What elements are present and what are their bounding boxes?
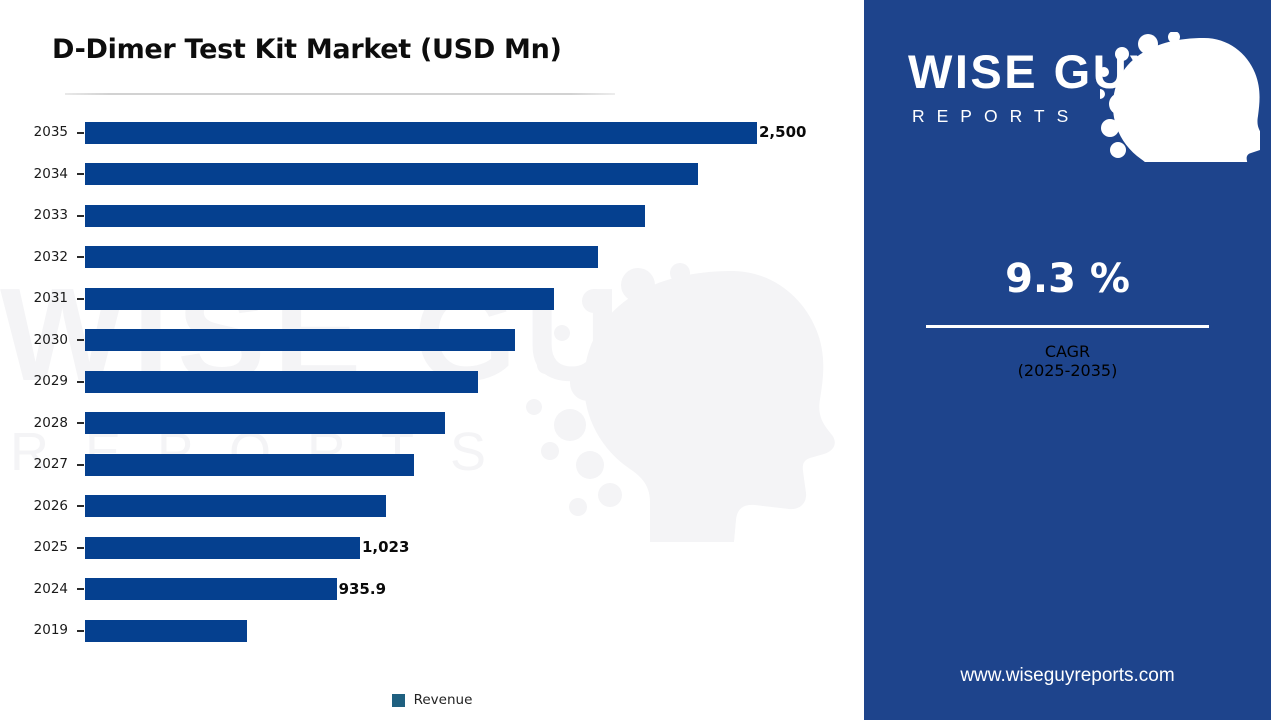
y-axis-tick-mark	[77, 380, 84, 383]
y-axis-tick-label: 2027	[33, 456, 68, 472]
legend-label-revenue: Revenue	[413, 692, 473, 708]
logo-text-reports: REPORTS	[912, 106, 1081, 126]
cagr-block: 9.3 % CAGR (2025-2035)	[864, 255, 1271, 380]
bar-2030[interactable]	[85, 329, 516, 352]
chart-legend: Revenue	[0, 692, 864, 708]
y-axis-tick-label: 2025	[33, 539, 68, 555]
bar-2019[interactable]	[85, 619, 248, 642]
bar-row: 2024 935.9	[0, 569, 864, 611]
bar-row: 2027	[0, 444, 864, 486]
y-axis-tick-mark	[77, 505, 84, 508]
bar-value-label: 1,023	[361, 538, 410, 557]
y-axis-tick-label: 2019	[33, 622, 68, 638]
cagr-label-line2: (2025-2035)	[1017, 360, 1118, 380]
website-url: www.wiseguyreports.com	[960, 665, 1175, 686]
cagr-label-line1: CAGR	[1044, 341, 1091, 361]
bar-2033[interactable]	[85, 204, 646, 227]
y-axis-tick-mark	[77, 256, 84, 259]
bar-row: 2026	[0, 486, 864, 528]
y-axis-tick-mark	[77, 463, 84, 466]
bar-row: 2033	[0, 195, 864, 237]
y-axis-tick-mark	[77, 214, 84, 217]
y-axis-tick-label: 2024	[33, 580, 68, 597]
bar-row: 2029	[0, 361, 864, 403]
bar-2027[interactable]	[85, 453, 414, 476]
bar-row: 2019	[0, 610, 864, 652]
bar-2035[interactable]	[85, 121, 757, 144]
bar-2034[interactable]	[85, 163, 699, 186]
chart-panel: WISE GUY REPORTS D-Dimer Test Kit Market…	[0, 34, 864, 708]
bar-row: 2025 1,023	[0, 527, 864, 569]
cagr-divider	[926, 325, 1209, 328]
bar-row: 2031	[0, 278, 864, 320]
y-axis-tick-label: 2035	[33, 124, 68, 140]
y-axis-tick-label: 2030	[33, 331, 68, 348]
bar-2031[interactable]	[85, 287, 555, 310]
dotted-head-icon	[1100, 32, 1260, 162]
y-axis-tick-mark	[77, 131, 84, 134]
bar-value-label: 935.9	[338, 579, 387, 598]
bar-row: 2030	[0, 320, 864, 362]
y-axis-tick-mark	[77, 546, 84, 549]
y-axis-tick-label: 2028	[33, 414, 68, 431]
bar-2029[interactable]	[85, 370, 478, 393]
bar-row: 2034	[0, 154, 864, 196]
cagr-value: 9.3 %	[1005, 256, 1130, 302]
bar-2024[interactable]	[85, 578, 337, 601]
y-axis-tick-mark	[77, 173, 84, 176]
brand-panel: WISE GUY REPORTS 9.3 %	[864, 0, 1271, 720]
y-axis-tick-mark	[77, 297, 84, 300]
legend-swatch-revenue	[391, 694, 405, 708]
title-divider	[65, 93, 615, 95]
y-axis-tick-label: 2026	[33, 497, 68, 514]
y-axis-tick-label: 2029	[33, 373, 68, 389]
bar-row: 2035 2,500	[0, 112, 864, 154]
wiseguy-logo: WISE GUY REPORTS	[902, 32, 1260, 162]
bar-2032[interactable]	[85, 246, 599, 269]
bar-2028[interactable]	[85, 412, 446, 435]
cagr-label: CAGR (2025-2035)	[864, 342, 1271, 380]
y-axis-tick-mark	[77, 588, 84, 591]
chart-title: D-Dimer Test Kit Market (USD Mn)	[52, 34, 562, 65]
y-axis-tick-label: 2031	[33, 290, 68, 306]
bar-2026[interactable]	[85, 495, 387, 518]
bar-row: 2028	[0, 403, 864, 445]
y-axis-tick-label: 2032	[33, 248, 68, 265]
y-axis-tick-mark	[77, 629, 84, 632]
bar-value-label: 2,500	[759, 123, 807, 142]
y-axis-tick-label: 2033	[33, 207, 68, 223]
plot-area: 2035 2,500 2034 2033 2032 2031 2030 2029 2028 202…	[0, 112, 864, 652]
y-axis-tick-mark	[77, 422, 84, 425]
bar-2025[interactable]	[85, 536, 360, 559]
y-axis-tick-mark	[77, 339, 84, 342]
bar-row: 2032	[0, 237, 864, 279]
y-axis-tick-label: 2034	[33, 165, 68, 182]
